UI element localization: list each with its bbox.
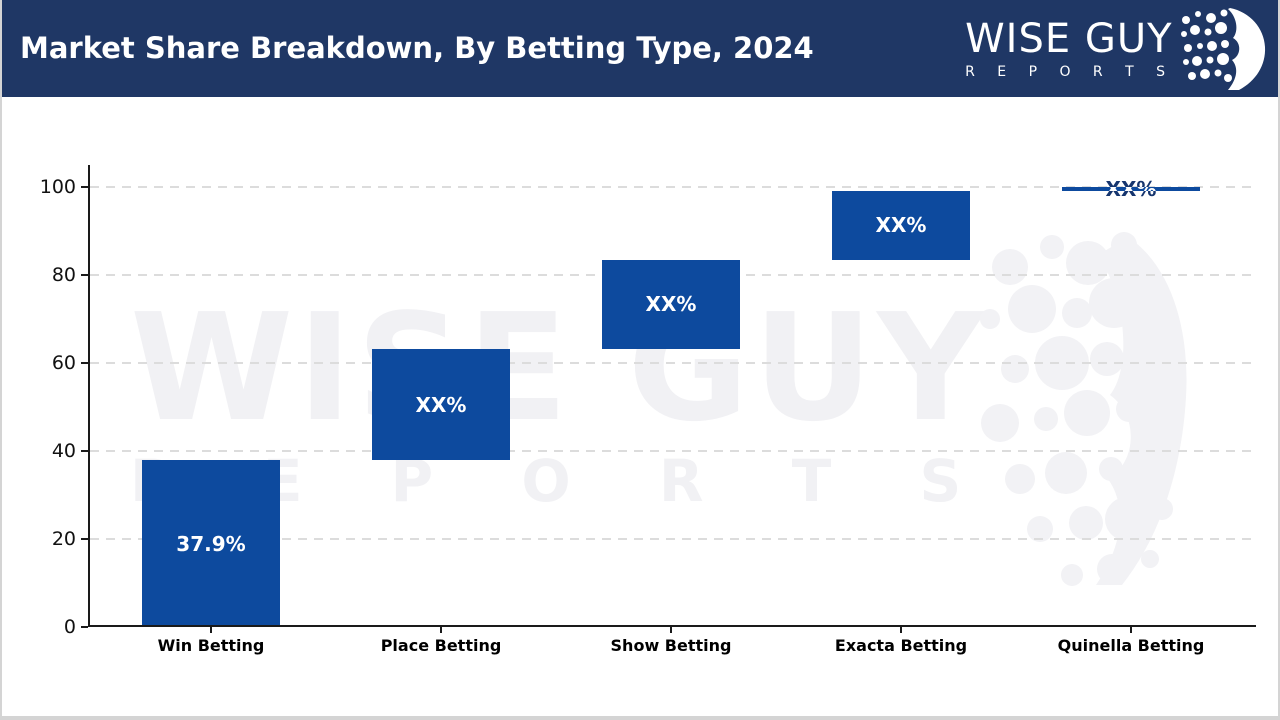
watermark-text-line1: WISE GUY xyxy=(130,282,989,454)
y-tick-mark-100 xyxy=(81,186,88,188)
x-category-label-win-betting: Win Betting xyxy=(157,636,265,655)
x-category-label-exacta-betting: Exacta Betting xyxy=(834,636,968,655)
bar-value-label-win-betting: 37.9% xyxy=(176,531,246,556)
bar-value-label-show-betting: XX% xyxy=(645,292,697,317)
y-tick-label-60: 60 xyxy=(51,352,76,374)
logo-head-icon xyxy=(1181,8,1266,90)
x-category-label-show-betting: Show Betting xyxy=(610,636,732,655)
y-tick-mark-80 xyxy=(81,274,88,276)
bar-exacta-betting: XX% xyxy=(832,190,970,261)
bar-value-label-exacta-betting: XX% xyxy=(875,213,927,238)
y-tick-label-40: 40 xyxy=(51,440,76,462)
chart-area: WISE GUY R E P O R T S 0 20 40 60 80 100 37.9… xyxy=(0,97,1280,720)
x-tick-mark-4 xyxy=(1130,627,1132,633)
y-axis-line xyxy=(88,165,90,627)
logo-wordmark-line2: R E P O R T S xyxy=(965,64,1174,80)
x-category-label-quinella-betting: Quinella Betting xyxy=(1057,636,1205,655)
bar-value-label-place-betting: XX% xyxy=(415,392,467,417)
y-tick-label-80: 80 xyxy=(51,264,76,286)
bar-value-label-quinella-betting: XX% xyxy=(1062,187,1200,191)
bar-quinella-betting: XX% xyxy=(1062,187,1200,191)
wise-guy-reports-logo: WISE GUY R E P O R T S xyxy=(965,6,1272,92)
logo-wordmark-line1: WISE GUY xyxy=(965,16,1173,62)
bar-place-betting: XX% xyxy=(372,348,510,461)
y-tick-mark-40 xyxy=(81,450,88,452)
x-tick-mark-1 xyxy=(440,627,442,633)
y-tick-label-100: 100 xyxy=(39,176,76,198)
watermark-head-icon xyxy=(980,232,1187,586)
gridline-100 xyxy=(90,186,1253,188)
y-tick-label-0: 0 xyxy=(63,616,76,638)
x-tick-mark-3 xyxy=(900,627,902,633)
y-tick-mark-20 xyxy=(81,538,88,540)
x-axis-line xyxy=(88,625,1256,627)
x-tick-mark-2 xyxy=(670,627,672,633)
logo-wordmark: WISE GUY R E P O R T S xyxy=(965,16,1174,80)
x-category-label-place-betting: Place Betting xyxy=(380,636,502,655)
x-tick-mark-0 xyxy=(210,627,212,633)
y-tick-label-20: 20 xyxy=(51,528,76,550)
y-tick-mark-60 xyxy=(81,362,88,364)
gridline-20 xyxy=(90,538,1253,540)
gridline-60 xyxy=(90,362,1253,364)
bar-show-betting: XX% xyxy=(602,260,740,349)
gridline-40 xyxy=(90,450,1253,452)
bar-win-betting: 37.9% xyxy=(142,460,280,627)
y-tick-mark-0 xyxy=(81,626,88,628)
page-title: Market Share Breakdown, By Betting Type,… xyxy=(20,31,814,65)
header-banner: Market Share Breakdown, By Betting Type,… xyxy=(0,0,1280,97)
